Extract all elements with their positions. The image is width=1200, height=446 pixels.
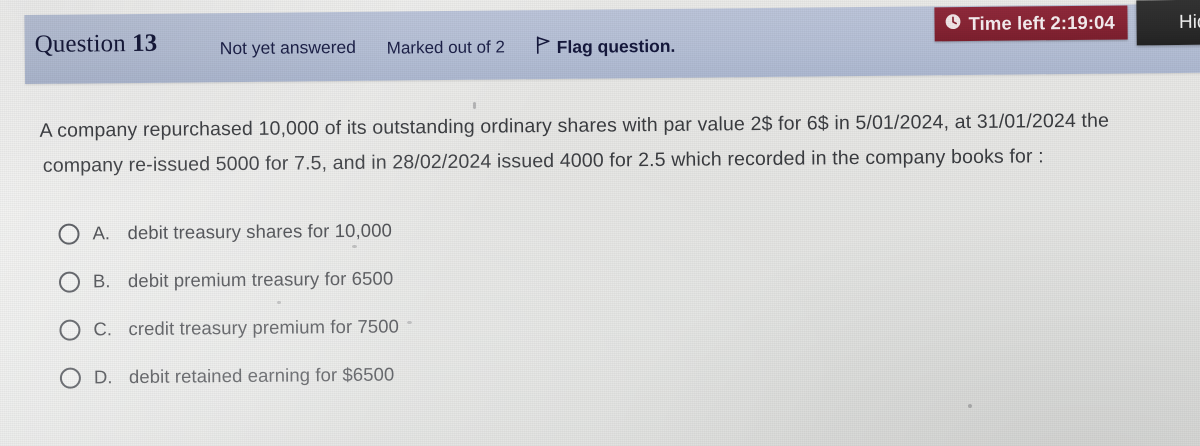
answer-text: debit premium treasury for 6500 [127, 267, 394, 292]
answer-option-d[interactable]: D. debit retained earning for $6500 [59, 347, 760, 402]
question-header-bar: Question 13 Not yet answered Marked out … [24, 0, 1200, 85]
answer-letter: D. [93, 366, 113, 388]
answer-letter: B. [92, 270, 111, 292]
hide-button-label: Hide [1178, 11, 1200, 33]
answer-text: credit treasury premium for 7500 [128, 315, 400, 340]
time-left-label: Time left 2:19:04 [968, 11, 1115, 34]
answer-letter: A. [92, 222, 111, 244]
screen-speck [352, 245, 357, 248]
time-left-badge: Time left 2:19:04 [934, 5, 1129, 42]
radio-button-icon[interactable] [59, 367, 82, 389]
question-text: A company repurchased 10,000 of its outs… [39, 103, 1160, 184]
answer-option-b[interactable]: B. debit premium treasury for 6500 [58, 251, 759, 306]
radio-button-icon[interactable] [59, 319, 81, 341]
question-status: Not yet answered [219, 36, 357, 59]
answer-option-a[interactable]: A. debit treasury shares for 10,000 [58, 203, 758, 258]
screen-speck [407, 321, 412, 324]
answer-text: debit treasury shares for 10,000 [127, 219, 393, 244]
flag-question-button[interactable]: Flag question. [535, 34, 676, 59]
answer-text: debit retained earning for $6500 [128, 363, 395, 388]
flag-icon [535, 35, 552, 59]
answer-letter: C. [93, 318, 113, 340]
question-marks: Marked out of 2 [386, 37, 505, 58]
flag-question-label: Flag question. [556, 35, 676, 57]
clock-icon [944, 13, 961, 35]
hide-button[interactable]: Hide [1136, 0, 1200, 46]
radio-button-icon[interactable] [58, 223, 80, 245]
screen-speck [473, 102, 476, 109]
screen-speck [968, 404, 972, 408]
question-number-value: 13 [132, 29, 158, 58]
answer-options-list: A. debit treasury shares for 10,000 B. d… [58, 203, 760, 402]
question-label: Question [34, 30, 126, 58]
radio-button-icon[interactable] [58, 271, 81, 293]
answer-option-c[interactable]: C. credit treasury premium for 7500 [59, 299, 759, 354]
question-number: Question 13 [35, 30, 158, 59]
screen-speck [277, 301, 281, 304]
